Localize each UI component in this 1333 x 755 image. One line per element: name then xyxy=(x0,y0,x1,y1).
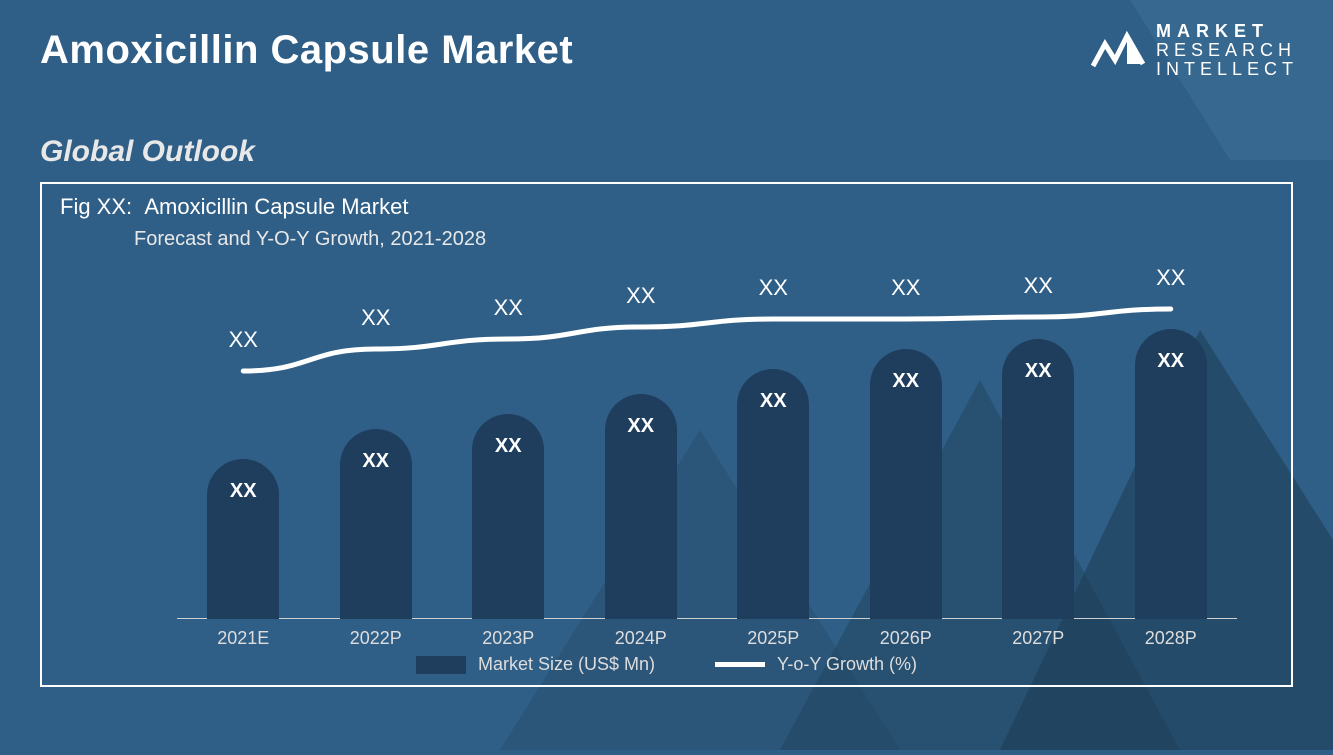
growth-label: XX xyxy=(1135,265,1207,291)
logo-text-1: MARKET xyxy=(1156,22,1298,41)
logo-icon xyxy=(1091,26,1146,74)
figure-number: Fig XX: xyxy=(60,194,132,219)
x-tick-label: 2024P xyxy=(581,628,701,649)
brand-logo: MARKET RESEARCH INTELLECT xyxy=(1091,22,1298,79)
legend-swatch-line xyxy=(715,662,765,667)
growth-label: XX xyxy=(1002,273,1074,299)
plot-area: XXXX2021EXXXX2022PXXXX2023PXXXX2024PXXXX… xyxy=(177,259,1237,619)
legend: Market Size (US$ Mn) Y-o-Y Growth (%) xyxy=(42,654,1291,675)
x-tick-label: 2027P xyxy=(978,628,1098,649)
subtitle: Global Outlook xyxy=(40,135,255,169)
logo-text-2: RESEARCH xyxy=(1156,41,1298,60)
page-title: Amoxicillin Capsule Market xyxy=(40,28,573,73)
figure-title: Amoxicillin Capsule Market xyxy=(144,194,408,219)
legend-swatch-bar xyxy=(416,656,466,674)
legend-label-line: Y-o-Y Growth (%) xyxy=(777,654,917,675)
logo-text-3: INTELLECT xyxy=(1156,60,1298,79)
bar-value-label: XX xyxy=(340,450,412,473)
x-tick-label: 2023P xyxy=(448,628,568,649)
legend-item-line: Y-o-Y Growth (%) xyxy=(715,654,917,675)
bar-value-label: XX xyxy=(1135,350,1207,373)
bar-value-label: XX xyxy=(605,415,677,438)
growth-label: XX xyxy=(207,327,279,353)
growth-label: XX xyxy=(737,275,809,301)
bar-value-label: XX xyxy=(737,390,809,413)
growth-label: XX xyxy=(605,283,677,309)
bar-value-label: XX xyxy=(472,435,544,458)
legend-label-bar: Market Size (US$ Mn) xyxy=(478,654,655,675)
x-tick-label: 2025P xyxy=(713,628,833,649)
bar-value-label: XX xyxy=(870,370,942,393)
figure-label: Fig XX: Amoxicillin Capsule Market xyxy=(60,194,408,220)
figure-subtitle: Forecast and Y-O-Y Growth, 2021-2028 xyxy=(134,228,486,251)
growth-line xyxy=(177,259,1237,619)
legend-item-bar: Market Size (US$ Mn) xyxy=(416,654,655,675)
growth-label: XX xyxy=(870,275,942,301)
bar-value-label: XX xyxy=(1002,360,1074,383)
x-tick-label: 2026P xyxy=(846,628,966,649)
x-tick-label: 2022P xyxy=(316,628,436,649)
chart-container: Fig XX: Amoxicillin Capsule Market Forec… xyxy=(40,182,1293,687)
growth-label: XX xyxy=(472,295,544,321)
x-tick-label: 2021E xyxy=(183,628,303,649)
x-tick-label: 2028P xyxy=(1111,628,1231,649)
bar-value-label: XX xyxy=(207,480,279,503)
growth-label: XX xyxy=(340,305,412,331)
